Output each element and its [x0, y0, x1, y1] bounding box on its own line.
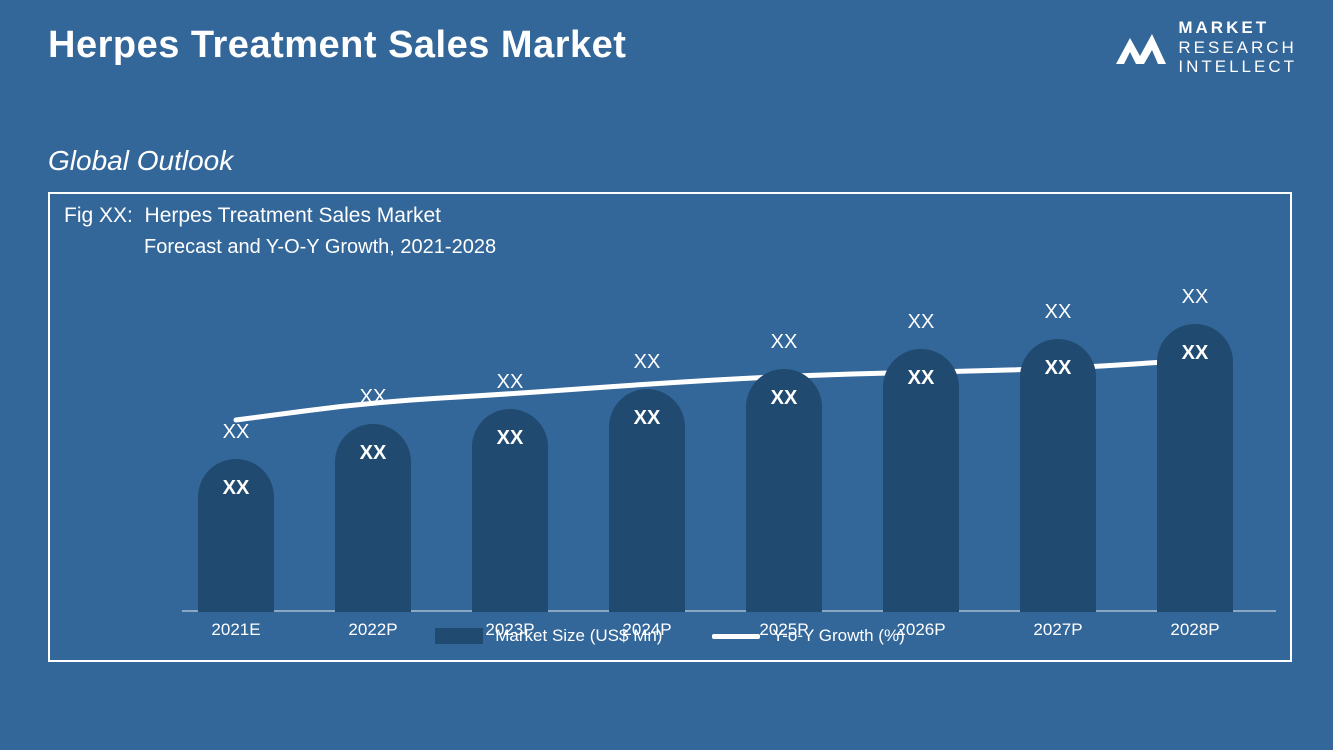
bar-value-label: XX — [883, 367, 959, 390]
logo-text: MARKET RESEARCH INTELLECT — [1178, 18, 1297, 77]
bar: XX — [472, 447, 548, 612]
bar: XX — [609, 427, 685, 612]
logo-line2: RESEARCH — [1178, 38, 1297, 58]
bar: XX — [1020, 377, 1096, 612]
bar-top-label: XX — [1020, 301, 1096, 324]
logo-line1: MARKET — [1178, 18, 1297, 38]
legend-item-line: Y-o-Y Growth (%) — [712, 626, 904, 646]
brand-logo: MARKET RESEARCH INTELLECT — [1114, 18, 1297, 77]
bar: XX — [335, 462, 411, 612]
legend-bar-label: Market Size (US$ Mn) — [495, 626, 662, 646]
bar-value-label: XX — [335, 442, 411, 465]
plot-area: XXXX2021EXXXX2022PXXXX2023PXXXX2024PXXXX… — [190, 272, 1274, 612]
bar-value-label: XX — [609, 407, 685, 430]
legend-bar-swatch — [435, 628, 483, 644]
section-subtitle: Global Outlook — [48, 145, 233, 177]
figure-subtitle: Forecast and Y-O-Y Growth, 2021-2028 — [144, 236, 496, 259]
bar-top-label: XX — [335, 386, 411, 409]
bar-top-label: XX — [198, 421, 274, 444]
bar-top-label: XX — [472, 371, 548, 394]
bar-top-label: XX — [609, 351, 685, 374]
legend-line-label: Y-o-Y Growth (%) — [772, 626, 904, 646]
bar: XX — [746, 407, 822, 612]
bar: XX — [198, 497, 274, 612]
page-title: Herpes Treatment Sales Market — [48, 24, 626, 67]
legend-item-bar: Market Size (US$ Mn) — [435, 626, 662, 646]
bar: XX — [1157, 362, 1233, 612]
bar-value-label: XX — [198, 477, 274, 500]
figure-label: Fig XX: Herpes Treatment Sales Market — [64, 204, 441, 228]
bar-top-label: XX — [883, 311, 959, 334]
figure-title: Herpes Treatment Sales Market — [145, 204, 441, 227]
bar-value-label: XX — [746, 387, 822, 410]
bar-top-label: XX — [1157, 286, 1233, 309]
bar-top-label: XX — [746, 331, 822, 354]
bar-value-label: XX — [1157, 342, 1233, 365]
legend-line-swatch — [712, 634, 760, 639]
figure-prefix: Fig XX: — [64, 204, 133, 227]
bar-value-label: XX — [1020, 357, 1096, 380]
chart-frame: Fig XX: Herpes Treatment Sales Market Fo… — [48, 192, 1292, 662]
logo-line3: INTELLECT — [1178, 57, 1297, 77]
bar-value-label: XX — [472, 427, 548, 450]
logo-mark-icon — [1114, 24, 1168, 70]
bar: XX — [883, 387, 959, 612]
chart-legend: Market Size (US$ Mn) Y-o-Y Growth (%) — [50, 626, 1290, 646]
